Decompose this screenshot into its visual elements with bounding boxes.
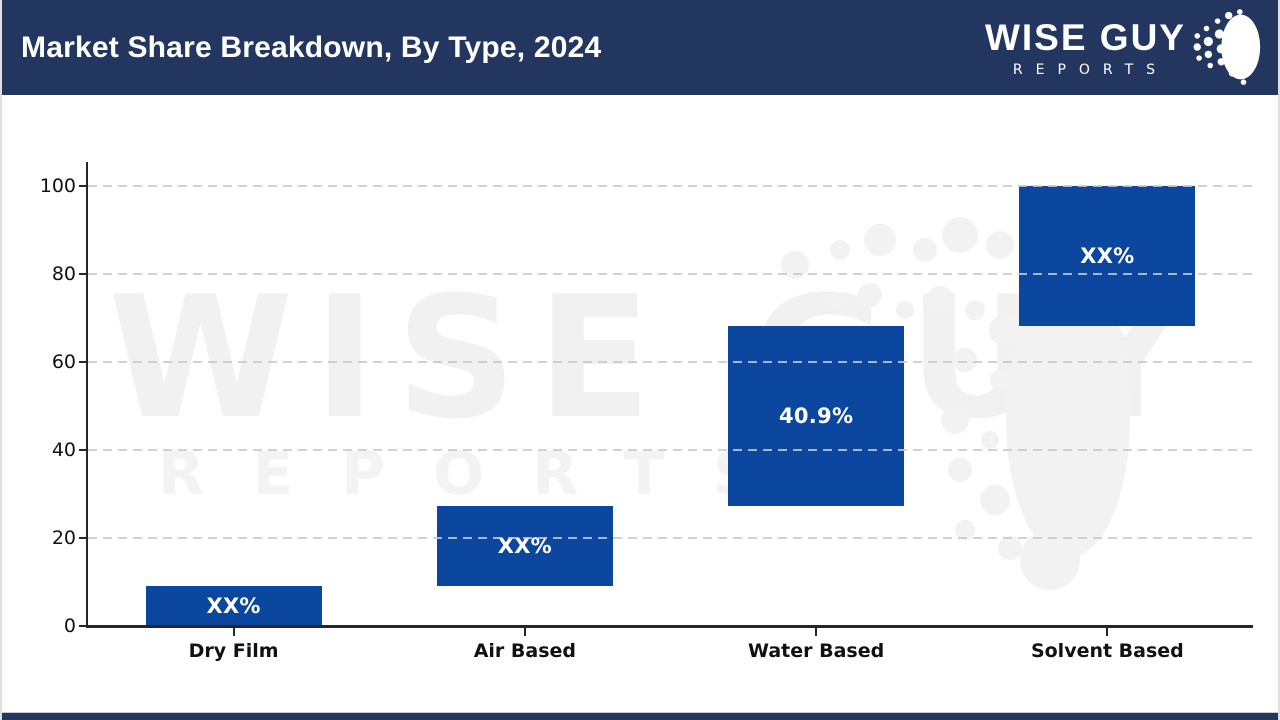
- bar-dry-film: XX%: [145, 585, 322, 626]
- chart-title: Market Share Breakdown, By Type, 2024: [21, 30, 602, 64]
- gridline-y40: [88, 449, 1253, 451]
- y-axis-spine: [86, 162, 88, 628]
- y-axis-tick-label: 100: [39, 175, 76, 197]
- header-band: Market Share Breakdown, By Type, 2024 WI…: [0, 0, 1280, 95]
- y-axis-tick: [79, 185, 87, 187]
- bar-air-based: XX%: [436, 505, 613, 586]
- gridline-y60: [88, 361, 1253, 363]
- y-axis-tick-label: 0: [63, 615, 76, 637]
- y-axis-tick: [79, 625, 87, 627]
- y-axis-tick: [79, 449, 87, 451]
- bar-value-label: XX%: [1080, 243, 1135, 268]
- y-axis-tick-label: 20: [51, 527, 76, 549]
- x-axis-tick: [1106, 628, 1109, 636]
- x-axis-category-label: Dry Film: [188, 640, 279, 662]
- y-axis-tick-label: 60: [51, 351, 76, 373]
- wise-guy-reports-logo: WISE GUY REPORTS: [985, 8, 1262, 86]
- x-axis-tick: [232, 628, 235, 636]
- logo-text: WISE GUY REPORTS: [985, 16, 1186, 78]
- x-axis-category-label: Air Based: [473, 640, 577, 662]
- y-axis-tick-label: 40: [51, 439, 76, 461]
- y-axis-tick: [79, 361, 87, 363]
- gridline-y100: [88, 185, 1253, 187]
- bar-value-label: 40.9%: [778, 403, 854, 428]
- bar-value-label: XX%: [206, 593, 261, 618]
- x-axis-category-label: Water Based: [748, 640, 885, 662]
- y-axis-tick: [79, 537, 87, 539]
- watermark-subtitle: REPORTS: [158, 439, 804, 509]
- y-axis-tick: [79, 273, 87, 275]
- x-axis-tick: [815, 628, 818, 636]
- bar-water-based: 40.9%: [728, 325, 905, 506]
- logo-wordmark: WISE GUY: [984, 17, 1186, 58]
- x-axis-spine: [86, 625, 1253, 628]
- gridline-y20: [88, 537, 1253, 539]
- gridline-y80: [88, 273, 1253, 275]
- footer-band: [0, 712, 1280, 720]
- logo-face-icon: [1193, 9, 1261, 85]
- y-axis-tick-label: 80: [51, 263, 76, 285]
- logo-subtitle: REPORTS: [1012, 62, 1169, 78]
- bar-solvent-based: XX%: [1019, 186, 1196, 326]
- x-axis-tick: [523, 628, 526, 636]
- x-axis-category-label: Solvent Based: [1030, 640, 1184, 662]
